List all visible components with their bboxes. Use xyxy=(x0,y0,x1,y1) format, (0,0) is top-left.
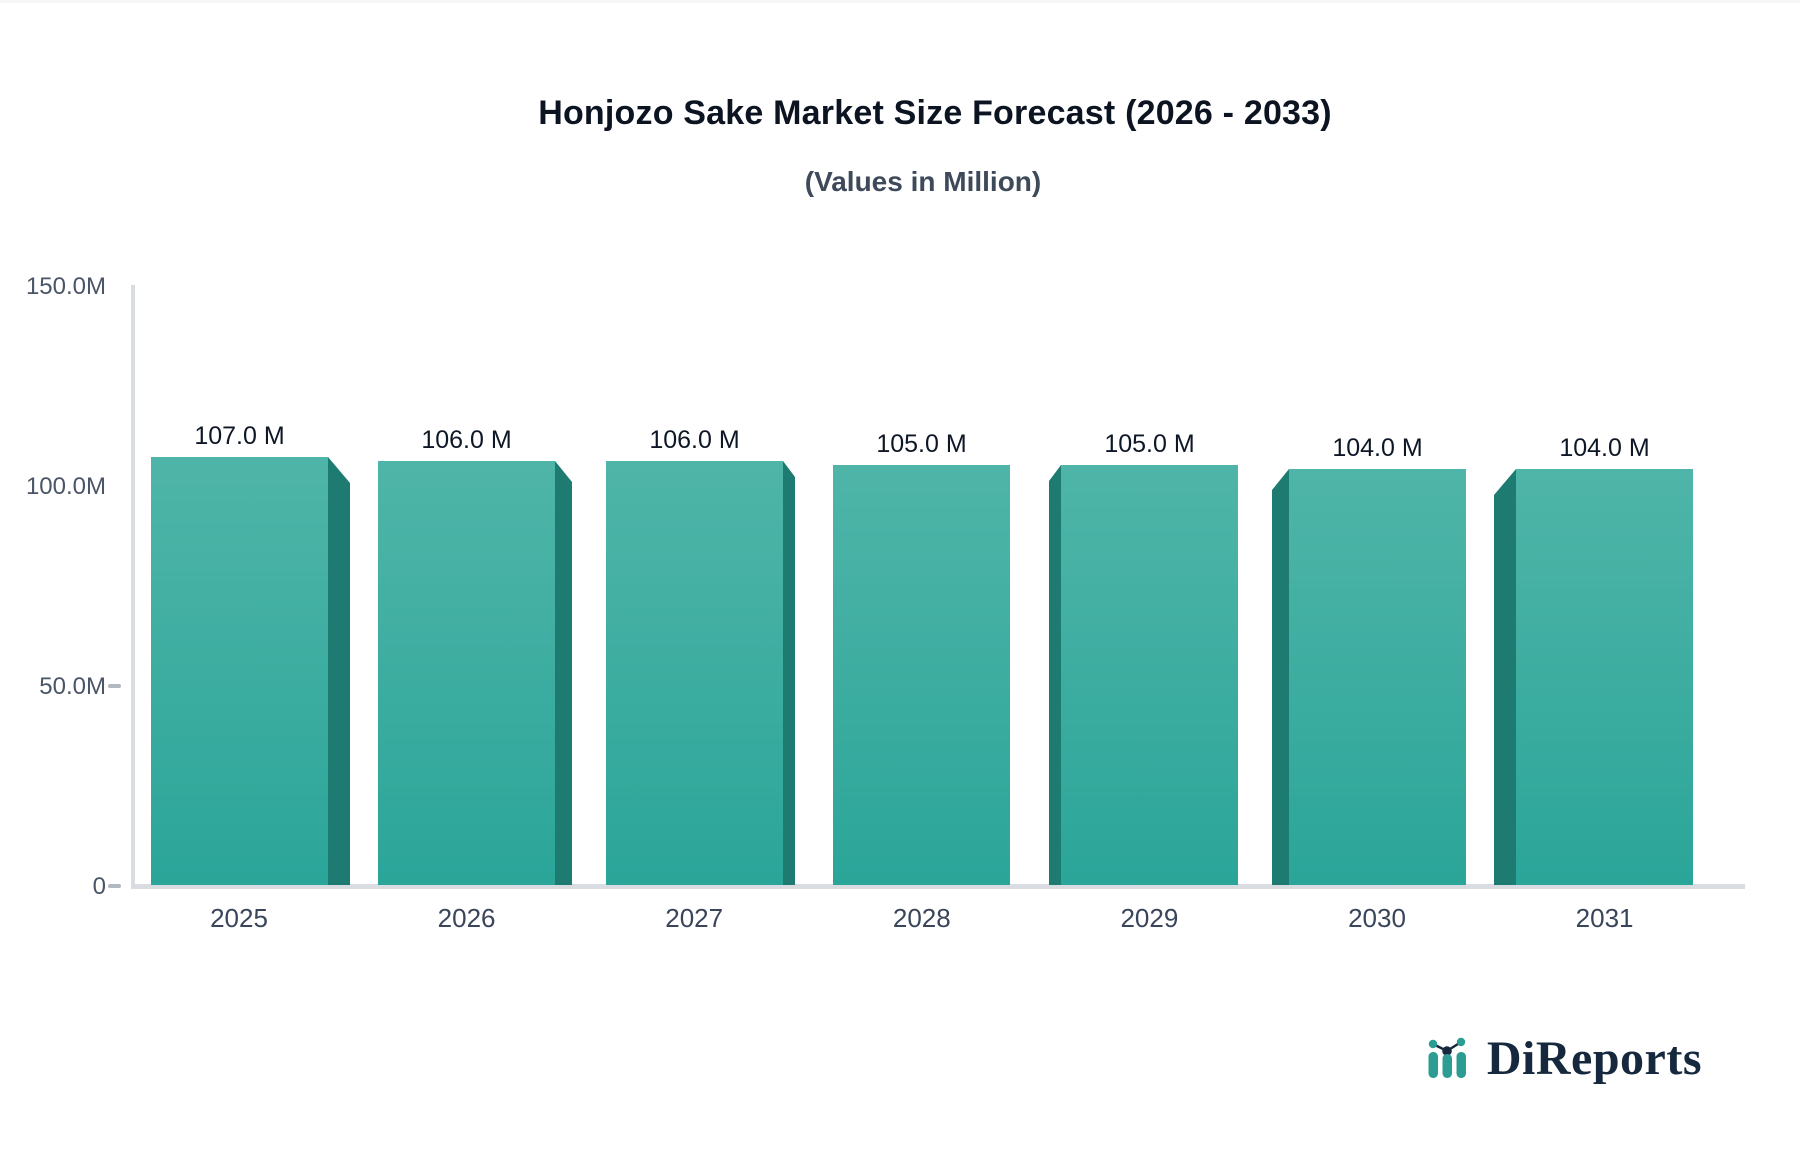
logo-text: DiReports xyxy=(1486,1032,1702,1085)
window-top-edge xyxy=(0,0,1800,3)
y-tick-label-150: 150.0M xyxy=(25,273,106,300)
x-category-label-2026: 2026 xyxy=(437,903,496,933)
bar-2026 xyxy=(378,461,572,885)
bar-face-2030 xyxy=(1289,469,1466,885)
chart-title: Honjozo Sake Market Size Forecast (2026 … xyxy=(538,94,1332,132)
bar-2029 xyxy=(1049,465,1238,885)
logo-chart-icon xyxy=(1428,1037,1466,1078)
bar-2027 xyxy=(606,461,795,885)
x-category-label-2025: 2025 xyxy=(210,903,268,933)
x-category-label-2029: 2029 xyxy=(1120,903,1179,933)
bar-value-label-2030: 104.0 M xyxy=(1332,434,1423,462)
bar-side-2030 xyxy=(1272,469,1289,885)
y-tick-mark-0 xyxy=(108,884,121,888)
bar-2028 xyxy=(833,465,1010,885)
bar-value-label-2029: 105.0 M xyxy=(1104,430,1195,458)
x-category-label-2030: 2030 xyxy=(1348,903,1406,933)
bar-value-label-2026: 106.0 M xyxy=(421,426,512,454)
bar-face-2026 xyxy=(378,461,555,885)
bar-face-2028 xyxy=(833,465,1010,885)
direports-logo: DiReports xyxy=(1425,1030,1702,1083)
x-axis-line xyxy=(131,884,1745,889)
y-tick-label-100: 100.0M xyxy=(25,473,106,500)
bar-value-label-2027: 106.0 M xyxy=(649,426,740,454)
y-tick-mark-50 xyxy=(108,684,121,688)
bar-value-label-2031: 104.0 M xyxy=(1559,434,1650,462)
bar-side-2026 xyxy=(555,461,572,885)
bar-face-2027 xyxy=(606,461,783,885)
bar-2025 xyxy=(151,457,350,885)
bar-face-2031 xyxy=(1516,469,1693,885)
x-category-label-2031: 2031 xyxy=(1575,903,1634,933)
bar-value-label-2025: 107.0 M xyxy=(194,422,285,450)
bar-side-2031 xyxy=(1494,469,1516,885)
bar-2031 xyxy=(1494,469,1693,885)
bar-side-2025 xyxy=(328,457,350,885)
bar-2030 xyxy=(1272,469,1466,885)
chart-subtitle: (Values in Million) xyxy=(804,166,1042,197)
bar-side-2029 xyxy=(1049,465,1061,885)
y-tick-label-0: 0 xyxy=(92,873,106,900)
y-axis-line xyxy=(131,285,135,886)
bar-face-2029 xyxy=(1061,465,1238,885)
y-tick-label-50: 50.0M xyxy=(39,673,106,700)
bar-side-2027 xyxy=(783,461,795,885)
x-category-label-2027: 2027 xyxy=(665,903,724,933)
x-category-label-2028: 2028 xyxy=(892,903,951,933)
bar-face-2025 xyxy=(151,457,328,885)
bar-value-label-2028: 105.0 M xyxy=(876,430,967,458)
